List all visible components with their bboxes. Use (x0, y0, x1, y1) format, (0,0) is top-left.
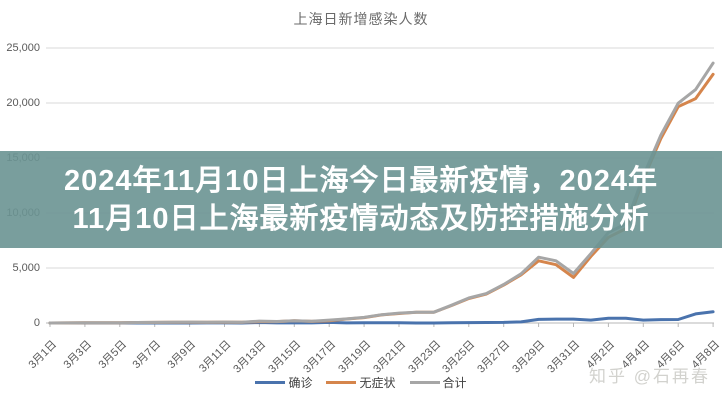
y-tick-label: 5,000 (12, 262, 40, 274)
watermark: 知乎 @石再春 (589, 367, 710, 386)
legend-line-marker (409, 380, 440, 384)
legend-line-marker (326, 380, 357, 384)
chart-legend: 确诊 无症状 合计 (0, 372, 722, 392)
legend-label: 无症状 (359, 375, 396, 390)
overlay-headline-banner: 2024年11月10日上海今日最新疫情，2024年 11月10日上海最新疫情动态… (0, 151, 722, 248)
legend-label: 合计 (442, 375, 467, 390)
legend-item: 合计 (409, 374, 467, 391)
chart-title: 上海日新增感染人数 (293, 11, 429, 27)
legend-item: 确诊 (255, 374, 312, 391)
y-tick-label: 25,000 (6, 42, 40, 54)
overlay-headline-line1: 2024年11月10日上海今日最新疫情，2024年 (64, 164, 658, 197)
y-tick-label: 20,000 (6, 97, 40, 109)
legend-item: 无症状 (326, 374, 396, 391)
y-tick-label: 0 (33, 317, 40, 329)
overlay-headline-line2: 11月10日上海最新疫情动态及防控措施分析 (72, 202, 650, 235)
legend-line-marker (255, 380, 286, 384)
legend-label: 确诊 (288, 375, 313, 390)
